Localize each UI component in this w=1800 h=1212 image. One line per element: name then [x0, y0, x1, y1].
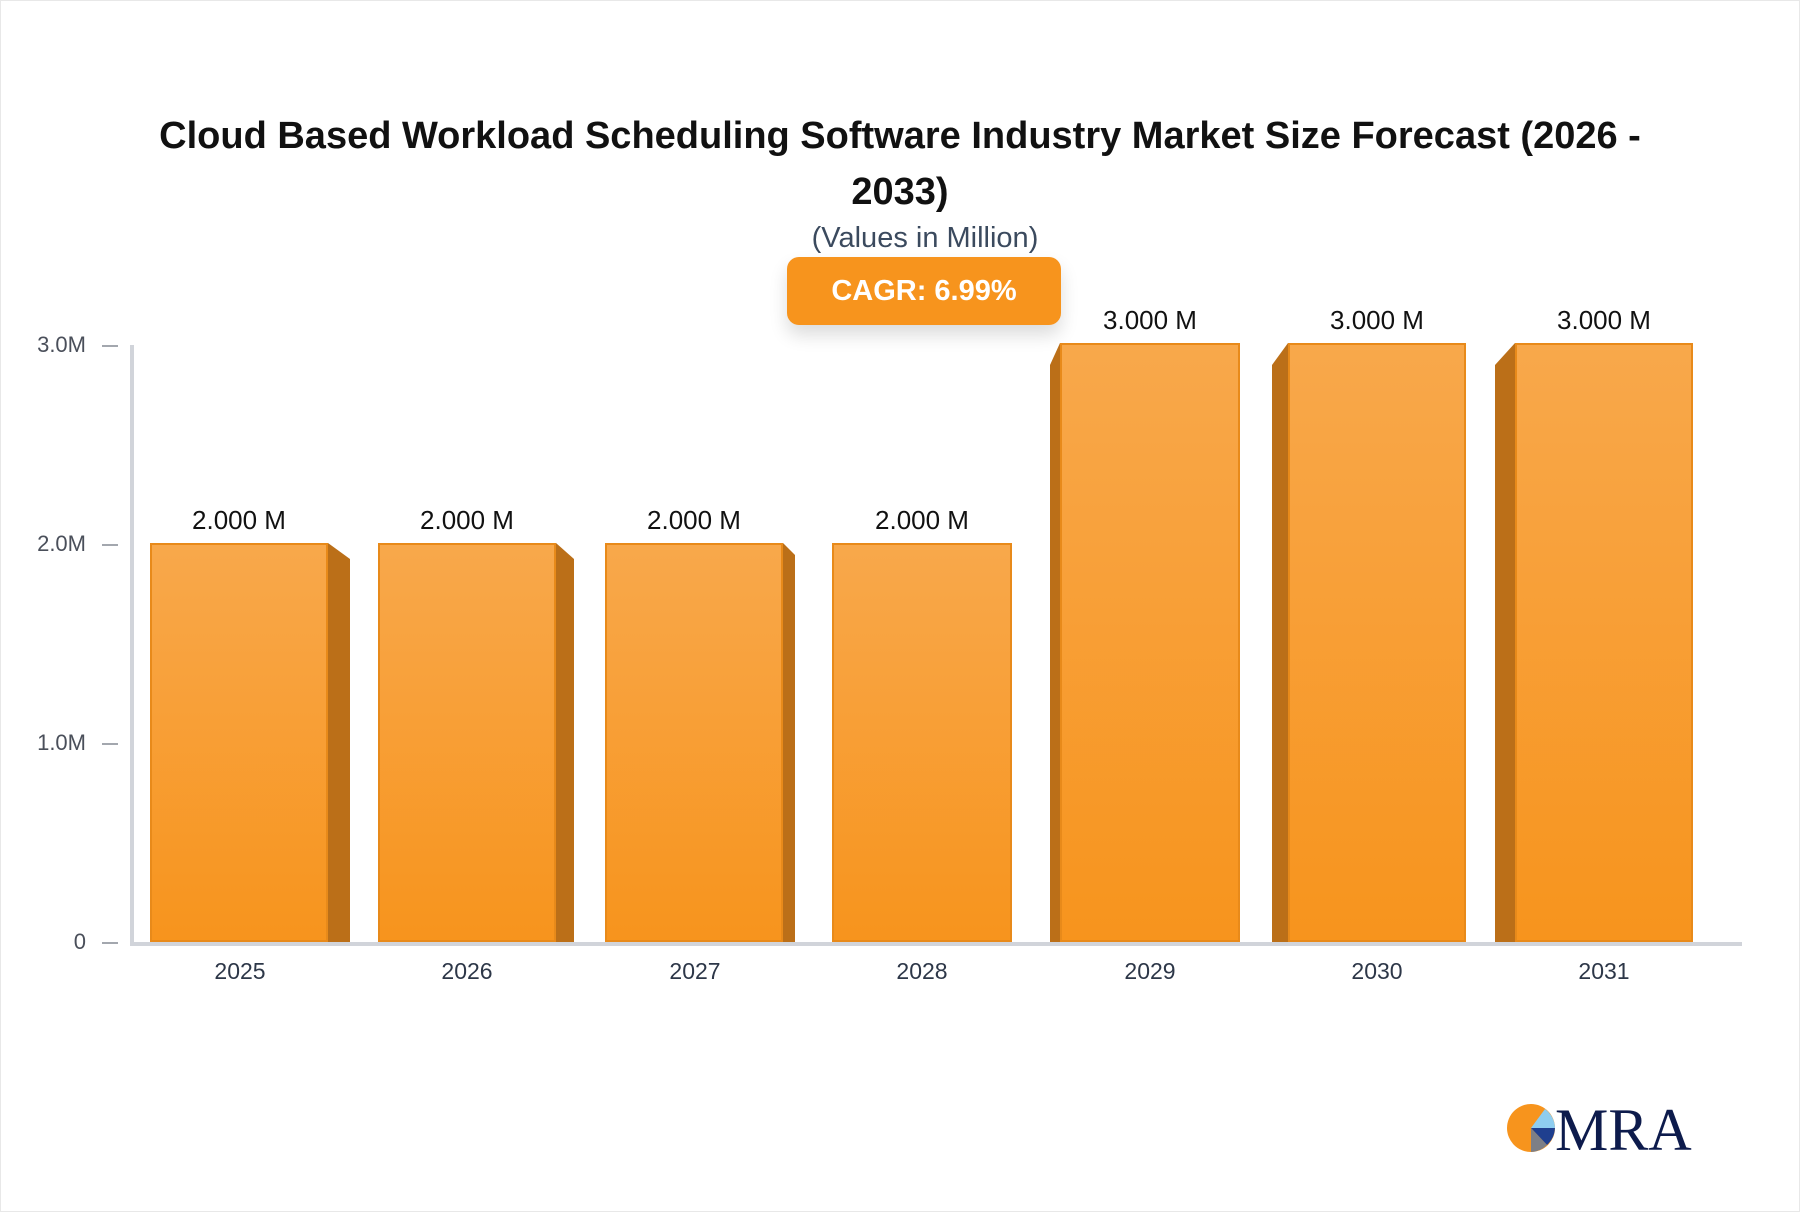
chart-subtitle: (Values in Million): [811, 222, 1039, 254]
y-tick-mark: [102, 544, 118, 546]
bar-value-label: 2.000 M: [192, 505, 286, 535]
y-tick-label: 2.0M: [37, 531, 86, 556]
bar-side: [556, 543, 574, 942]
x-tick-label: 2025: [214, 958, 266, 984]
bar-2030[interactable]: 3.000 M: [1272, 305, 1466, 942]
y-axis-line: [130, 345, 134, 945]
bar-value-label: 2.000 M: [875, 505, 969, 535]
bar-side: [783, 543, 795, 942]
bar-value-label: 3.000 M: [1103, 305, 1197, 335]
bar-side: [1272, 343, 1288, 942]
bar-face: [1060, 343, 1240, 942]
bar-face: [1288, 343, 1466, 942]
x-tick-label: 2031: [1578, 958, 1630, 984]
cagr-badge: CAGR: 6.99%: [787, 257, 1061, 325]
x-tick-label: 2028: [896, 958, 948, 984]
bar-face: [150, 543, 328, 942]
mra-logo: MRA: [1505, 1097, 1695, 1163]
bar-2026[interactable]: 2.000 M: [378, 505, 574, 942]
bar-side: [328, 543, 350, 942]
bar-face: [378, 543, 556, 942]
bar-face: [832, 543, 1012, 942]
bar-value-label: 3.000 M: [1557, 305, 1651, 335]
bar-value-label: 3.000 M: [1330, 305, 1424, 335]
title-line-2: 2033): [851, 171, 949, 213]
chart-title: Cloud Based Workload Scheduling Software…: [100, 108, 1700, 220]
bar-2025[interactable]: 2.000 M: [150, 505, 350, 942]
bar-side: [1050, 343, 1060, 942]
bar-2028[interactable]: 2.000 M: [832, 505, 1012, 942]
y-tick-mark: [102, 743, 118, 745]
pie-logo-icon: MRA: [1507, 1097, 1692, 1163]
bar-2031[interactable]: 3.000 M: [1495, 305, 1693, 942]
bar-value-label: 2.000 M: [420, 505, 514, 535]
title-line-1: Cloud Based Workload Scheduling Software…: [159, 115, 1641, 157]
y-tick-label: 1.0M: [37, 730, 86, 755]
bar-side: [1495, 343, 1515, 942]
x-tick-label: 2027: [669, 958, 721, 984]
bar-value-label: 2.000 M: [647, 505, 741, 535]
x-axis-line: [130, 942, 1742, 946]
y-tick-mark: [102, 942, 118, 944]
y-tick-mark: [102, 345, 118, 347]
y-tick-label: 3.0M: [37, 332, 86, 357]
x-tick-label: 2026: [441, 958, 493, 984]
bar-face: [1515, 343, 1693, 942]
bar-2027[interactable]: 2.000 M: [605, 505, 795, 942]
x-tick-label: 2030: [1351, 958, 1403, 984]
bar-2029[interactable]: 3.000 M: [1050, 305, 1240, 942]
svg-text:MRA: MRA: [1555, 1098, 1692, 1158]
bar-face: [605, 543, 783, 942]
y-tick-label: 0: [73, 929, 86, 954]
x-tick-label: 2029: [1124, 958, 1176, 984]
